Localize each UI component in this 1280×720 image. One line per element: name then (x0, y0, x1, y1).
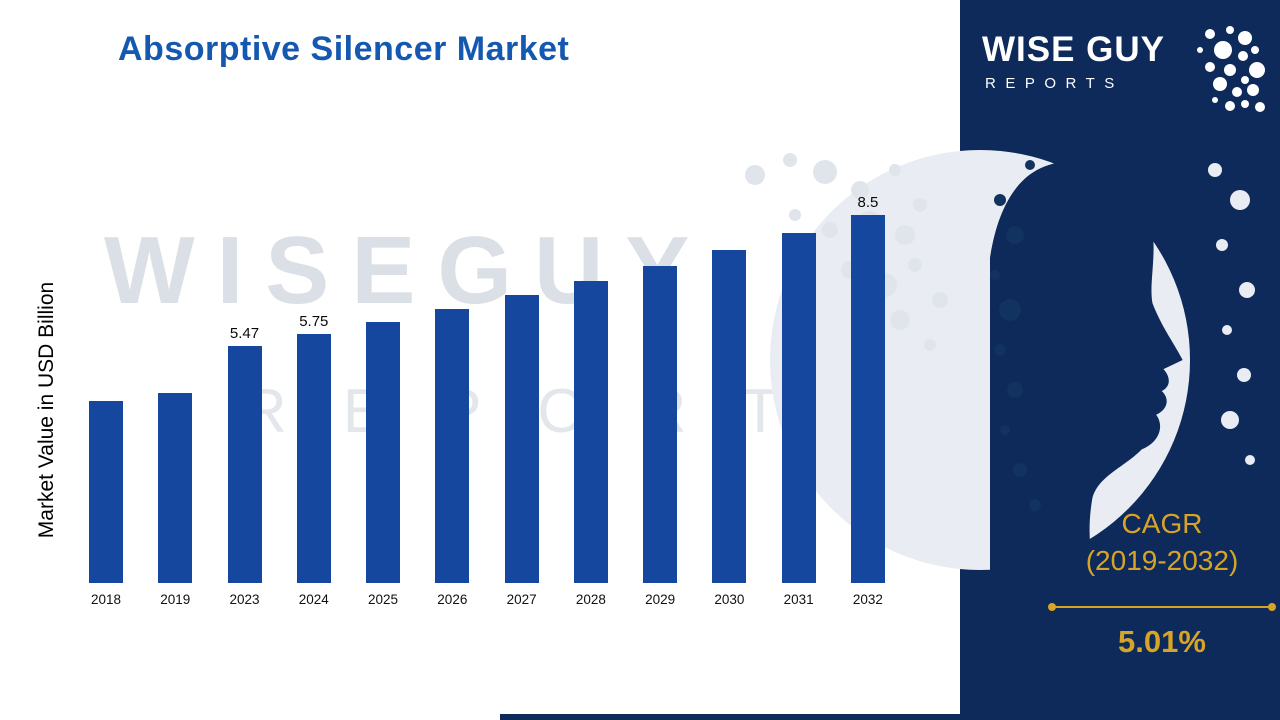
x-axis-label-2023: 2023 (229, 592, 260, 607)
bar-2025 (361, 322, 405, 583)
bar-rect-2024 (296, 334, 331, 583)
x-axis-label-2027: 2027 (506, 592, 537, 607)
x-axis-label-2026: 2026 (437, 592, 468, 607)
bar-rect-2028 (573, 281, 608, 583)
bar-2018 (84, 401, 128, 583)
logo-subtitle: REPORTS (985, 75, 1124, 92)
page-title: Absorptive Silencer Market (118, 30, 570, 68)
watermark-reports: REPORTS (242, 376, 933, 447)
bar-2026 (430, 309, 474, 583)
bar-rect-2025 (366, 322, 401, 583)
x-axis-label-2018: 2018 (90, 592, 122, 607)
cagr-value: 5.01% (1118, 624, 1206, 659)
cagr-block: CAGR (2019-2032) 5.01% (1048, 506, 1276, 660)
x-axis-label-2032: 2032 (852, 592, 883, 607)
bar-2029 (638, 266, 682, 583)
x-axis-labels: 2018 2019 2023 2024 2025 2026 2027 2028 2029 2030… (84, 592, 890, 607)
x-axis-label-2028: 2028 (575, 592, 606, 607)
bar-rect-2026 (435, 309, 470, 583)
bottom-accent-bar (500, 714, 1280, 720)
bar-rect-2023 (227, 346, 262, 583)
bar-rect-2027 (504, 295, 539, 583)
bar-2024: 5.75 (292, 313, 336, 583)
bar-rect-2019 (158, 393, 193, 583)
bar-value-label: 5.47 (229, 325, 260, 342)
cagr-divider-line (1048, 603, 1276, 611)
x-axis-label-2024: 2024 (298, 592, 329, 607)
bar-2027 (500, 295, 544, 583)
bar-2019 (153, 393, 197, 583)
cagr-range: (2019-2032) (1085, 545, 1239, 576)
bar-2031 (777, 233, 821, 583)
bar-2032: 8.5 (846, 194, 890, 583)
x-axis-label-2029: 2029 (645, 592, 676, 607)
x-axis-label-2031: 2031 (783, 592, 814, 607)
bar-rect-2018 (89, 401, 123, 583)
bar-rect-2029 (643, 266, 678, 583)
bar-rect-2032 (850, 215, 885, 583)
y-axis-label: Market Value in USD Billion (35, 281, 58, 539)
bar-rect-2030 (712, 250, 747, 583)
bar-value-label: 5.75 (299, 313, 329, 330)
logo-name: WISE GUY (982, 30, 1166, 69)
bar-2030 (707, 250, 751, 583)
logo-face-icon (1197, 26, 1265, 112)
face-profile-graphic (990, 160, 1183, 570)
bar-2023: 5.47 (223, 325, 267, 583)
bar-rect-2031 (781, 233, 816, 583)
x-axis-label-2025: 2025 (368, 592, 399, 607)
bar-value-label: 8.5 (857, 194, 879, 211)
bar-chart: 5.47 5.75 8.5 (84, 194, 890, 583)
x-axis-label-2019: 2019 (160, 592, 191, 607)
bar-2028 (569, 281, 613, 583)
x-axis-label-2030: 2030 (714, 592, 745, 607)
wise-guy-reports-logo: WISE GUY REPORTS (982, 26, 1280, 130)
cagr-label: CAGR (1121, 508, 1203, 539)
